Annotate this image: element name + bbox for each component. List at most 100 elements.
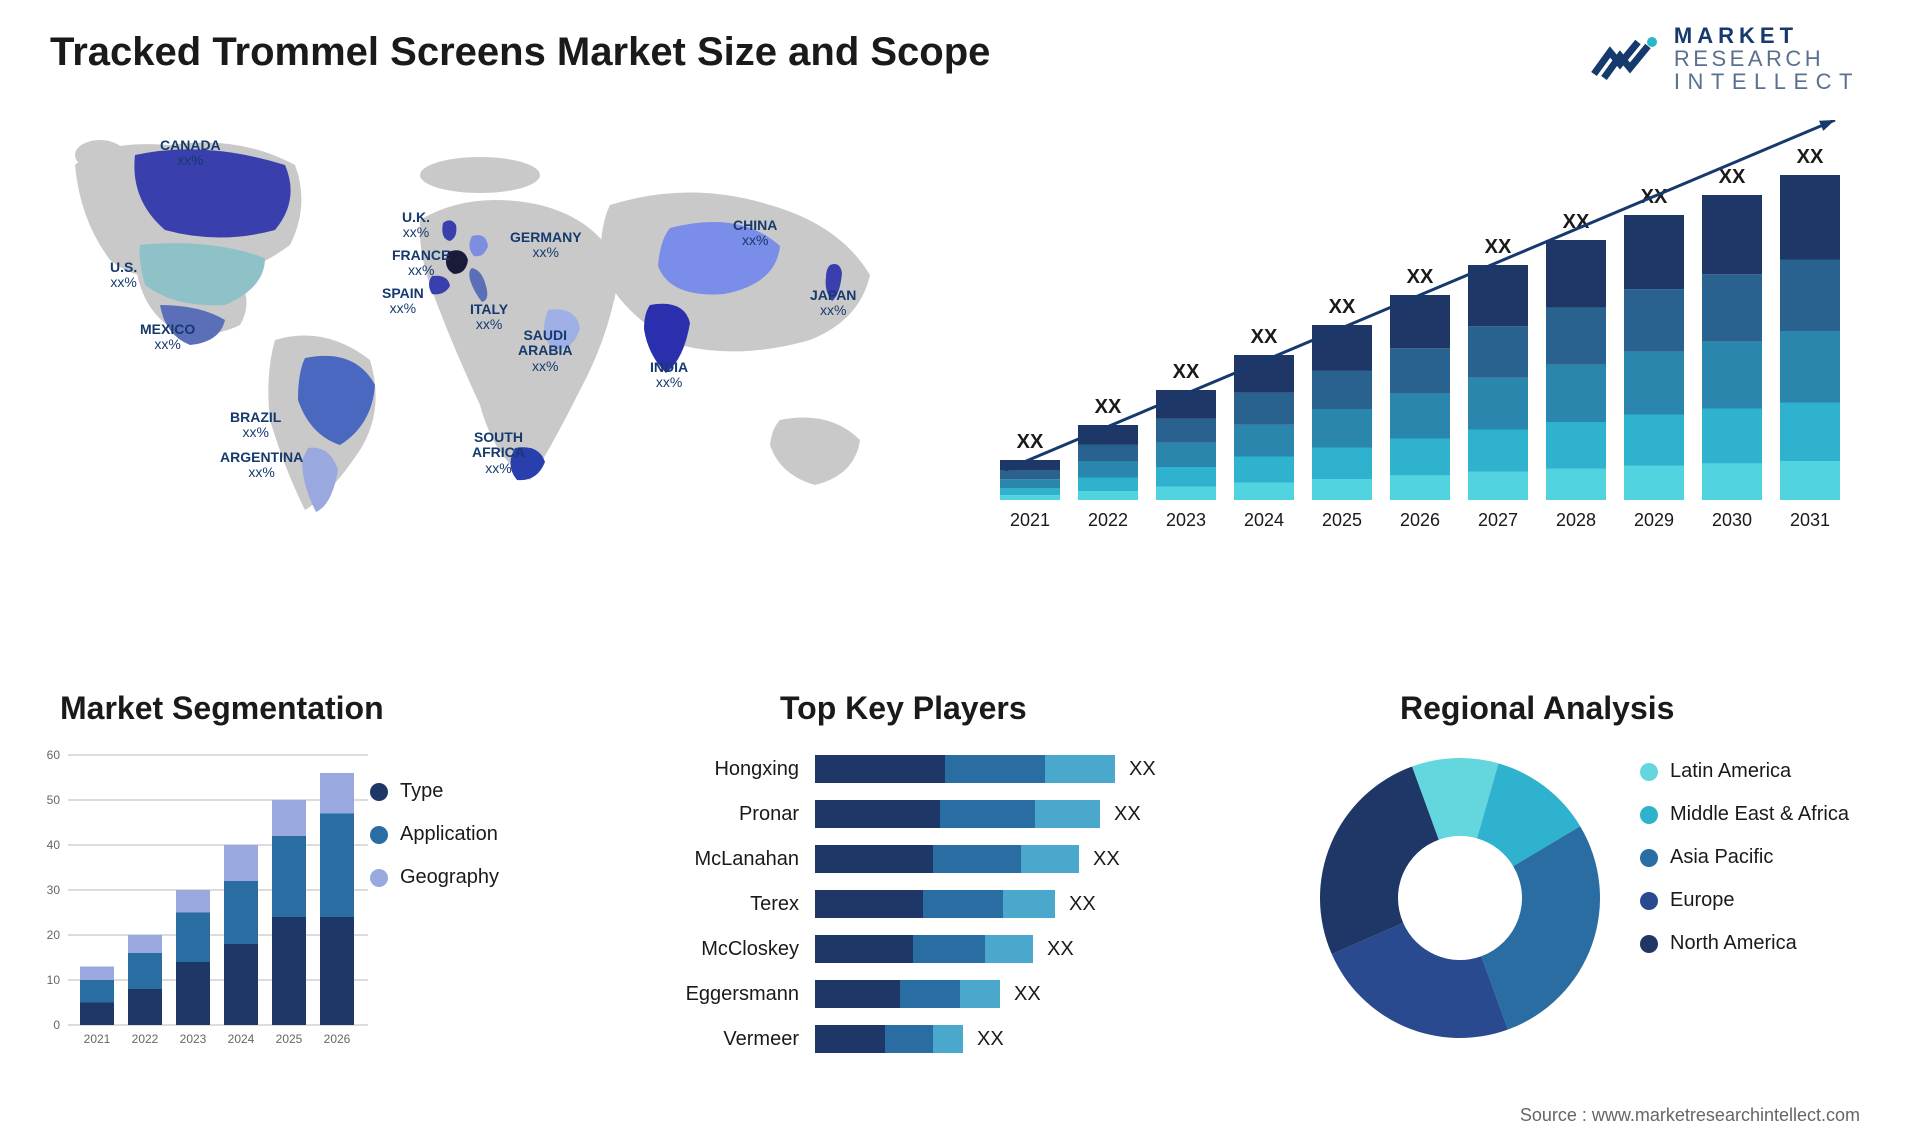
key-player-name: Hongxing [650, 758, 815, 781]
key-player-row: Eggersmann XX [650, 973, 1290, 1015]
key-player-value: XX [1114, 803, 1141, 826]
key-player-name: Eggersmann [650, 983, 815, 1006]
segmentation-heading: Market Segmentation [60, 690, 384, 727]
svg-text:2025: 2025 [276, 1032, 303, 1046]
key-player-name: McLanahan [650, 848, 815, 871]
key-players-chart: HongxingXXPronarXXMcLanahanXXTerexXXMcCl… [650, 748, 1290, 1068]
svg-text:2031: 2031 [1790, 510, 1830, 530]
svg-text:XX: XX [1407, 266, 1434, 288]
regional-legend-item: Asia Pacific [1640, 846, 1849, 869]
key-player-name: McCloskey [650, 938, 815, 961]
key-player-name: Pronar [650, 803, 815, 826]
map-label-spain: SPAINxx% [382, 286, 424, 317]
key-player-value: XX [1014, 983, 1041, 1006]
svg-text:30: 30 [47, 883, 61, 897]
market-size-bar-chart: XX 2021 XX 2022 XX 2023 XX 2024 XX 2025 XX 2026 XX 20… [990, 120, 1850, 540]
logo-text-3: INTELLECT [1674, 70, 1860, 93]
svg-text:XX: XX [1797, 146, 1824, 168]
svg-text:2024: 2024 [228, 1032, 255, 1046]
svg-text:XX: XX [1329, 296, 1356, 318]
key-player-row: Pronar XX [650, 793, 1290, 835]
key-player-bar [815, 890, 1055, 918]
svg-text:0: 0 [53, 1018, 60, 1032]
svg-text:XX: XX [1251, 326, 1278, 348]
svg-text:2028: 2028 [1556, 510, 1596, 530]
regional-legend-item: Middle East & Africa [1640, 803, 1849, 826]
regional-legend: Latin America Middle East & Africa Asia Pa… [1640, 760, 1849, 955]
logo-text-1: MARKET [1674, 24, 1860, 47]
brand-logo: MARKET RESEARCH INTELLECT [1590, 24, 1860, 93]
svg-text:2025: 2025 [1322, 510, 1362, 530]
map-label-germany: GERMANYxx% [510, 230, 582, 261]
svg-text:2026: 2026 [1400, 510, 1440, 530]
key-player-row: McCloskey XX [650, 928, 1290, 970]
svg-text:40: 40 [47, 838, 61, 852]
svg-text:XX: XX [1485, 236, 1512, 258]
key-player-bar [815, 935, 1033, 963]
segmentation-legend-item: Type [370, 780, 499, 803]
key-player-bar [815, 980, 1000, 1008]
svg-text:2029: 2029 [1634, 510, 1674, 530]
key-players-heading: Top Key Players [780, 690, 1027, 727]
map-label-uk: U.K.xx% [402, 210, 430, 241]
key-player-value: XX [1047, 938, 1074, 961]
source-text: Source : www.marketresearchintellect.com [1520, 1105, 1860, 1126]
key-player-bar [815, 845, 1079, 873]
map-label-saudi: SAUDIARABIAxx% [518, 328, 572, 374]
svg-text:2030: 2030 [1712, 510, 1752, 530]
map-label-india: INDIAxx% [650, 360, 688, 391]
world-map: CANADAxx% U.S.xx% MEXICOxx% BRAZILxx% ARGENT… [40, 110, 920, 540]
map-label-argentina: ARGENTINAxx% [220, 450, 303, 481]
key-player-name: Terex [650, 893, 815, 916]
regional-legend-item: Europe [1640, 889, 1849, 912]
svg-text:2026: 2026 [324, 1032, 351, 1046]
key-player-row: Terex XX [650, 883, 1290, 925]
map-label-us: U.S.xx% [110, 260, 137, 291]
segmentation-legend-item: Application [370, 823, 499, 846]
key-player-value: XX [977, 1028, 1004, 1051]
svg-text:XX: XX [1173, 361, 1200, 383]
key-player-value: XX [1093, 848, 1120, 871]
svg-text:2027: 2027 [1478, 510, 1518, 530]
key-player-value: XX [1069, 893, 1096, 916]
map-label-mexico: MEXICOxx% [140, 322, 195, 353]
svg-text:2024: 2024 [1244, 510, 1284, 530]
logo-text-2: RESEARCH [1674, 47, 1860, 70]
key-player-row: McLanahan XX [650, 838, 1290, 880]
map-label-brazil: BRAZILxx% [230, 410, 281, 441]
svg-text:2021: 2021 [84, 1032, 111, 1046]
regional-legend-item: Latin America [1640, 760, 1849, 783]
map-label-france: FRANCExx% [392, 248, 450, 279]
logo-mark-icon [1590, 34, 1660, 84]
svg-text:XX: XX [1719, 166, 1746, 188]
key-player-bar [815, 755, 1115, 783]
svg-text:10: 10 [47, 973, 61, 987]
svg-text:20: 20 [47, 928, 61, 942]
key-player-name: Vermeer [650, 1028, 815, 1051]
map-label-southafrica: SOUTHAFRICAxx% [472, 430, 525, 476]
regional-donut [1310, 748, 1610, 1048]
key-player-row: Vermeer XX [650, 1018, 1290, 1060]
svg-text:2023: 2023 [1166, 510, 1206, 530]
svg-text:2022: 2022 [132, 1032, 159, 1046]
svg-text:50: 50 [47, 793, 61, 807]
segmentation-legend: Type Application Geography [370, 780, 499, 889]
key-player-row: Hongxing XX [650, 748, 1290, 790]
svg-text:2021: 2021 [1010, 510, 1050, 530]
svg-text:2023: 2023 [180, 1032, 207, 1046]
regional-heading: Regional Analysis [1400, 690, 1674, 727]
svg-text:60: 60 [47, 748, 61, 762]
key-player-bar [815, 800, 1100, 828]
svg-text:2022: 2022 [1088, 510, 1128, 530]
map-label-japan: JAPANxx% [810, 288, 856, 319]
svg-text:XX: XX [1017, 431, 1044, 453]
map-label-italy: ITALYxx% [470, 302, 508, 333]
map-label-canada: CANADAxx% [160, 138, 221, 169]
svg-text:XX: XX [1095, 396, 1122, 418]
regional-legend-item: North America [1640, 932, 1849, 955]
map-label-china: CHINAxx% [733, 218, 777, 249]
key-player-value: XX [1129, 758, 1156, 781]
page-title: Tracked Trommel Screens Market Size and … [50, 30, 990, 75]
key-player-bar [815, 1025, 963, 1053]
segmentation-legend-item: Geography [370, 866, 499, 889]
